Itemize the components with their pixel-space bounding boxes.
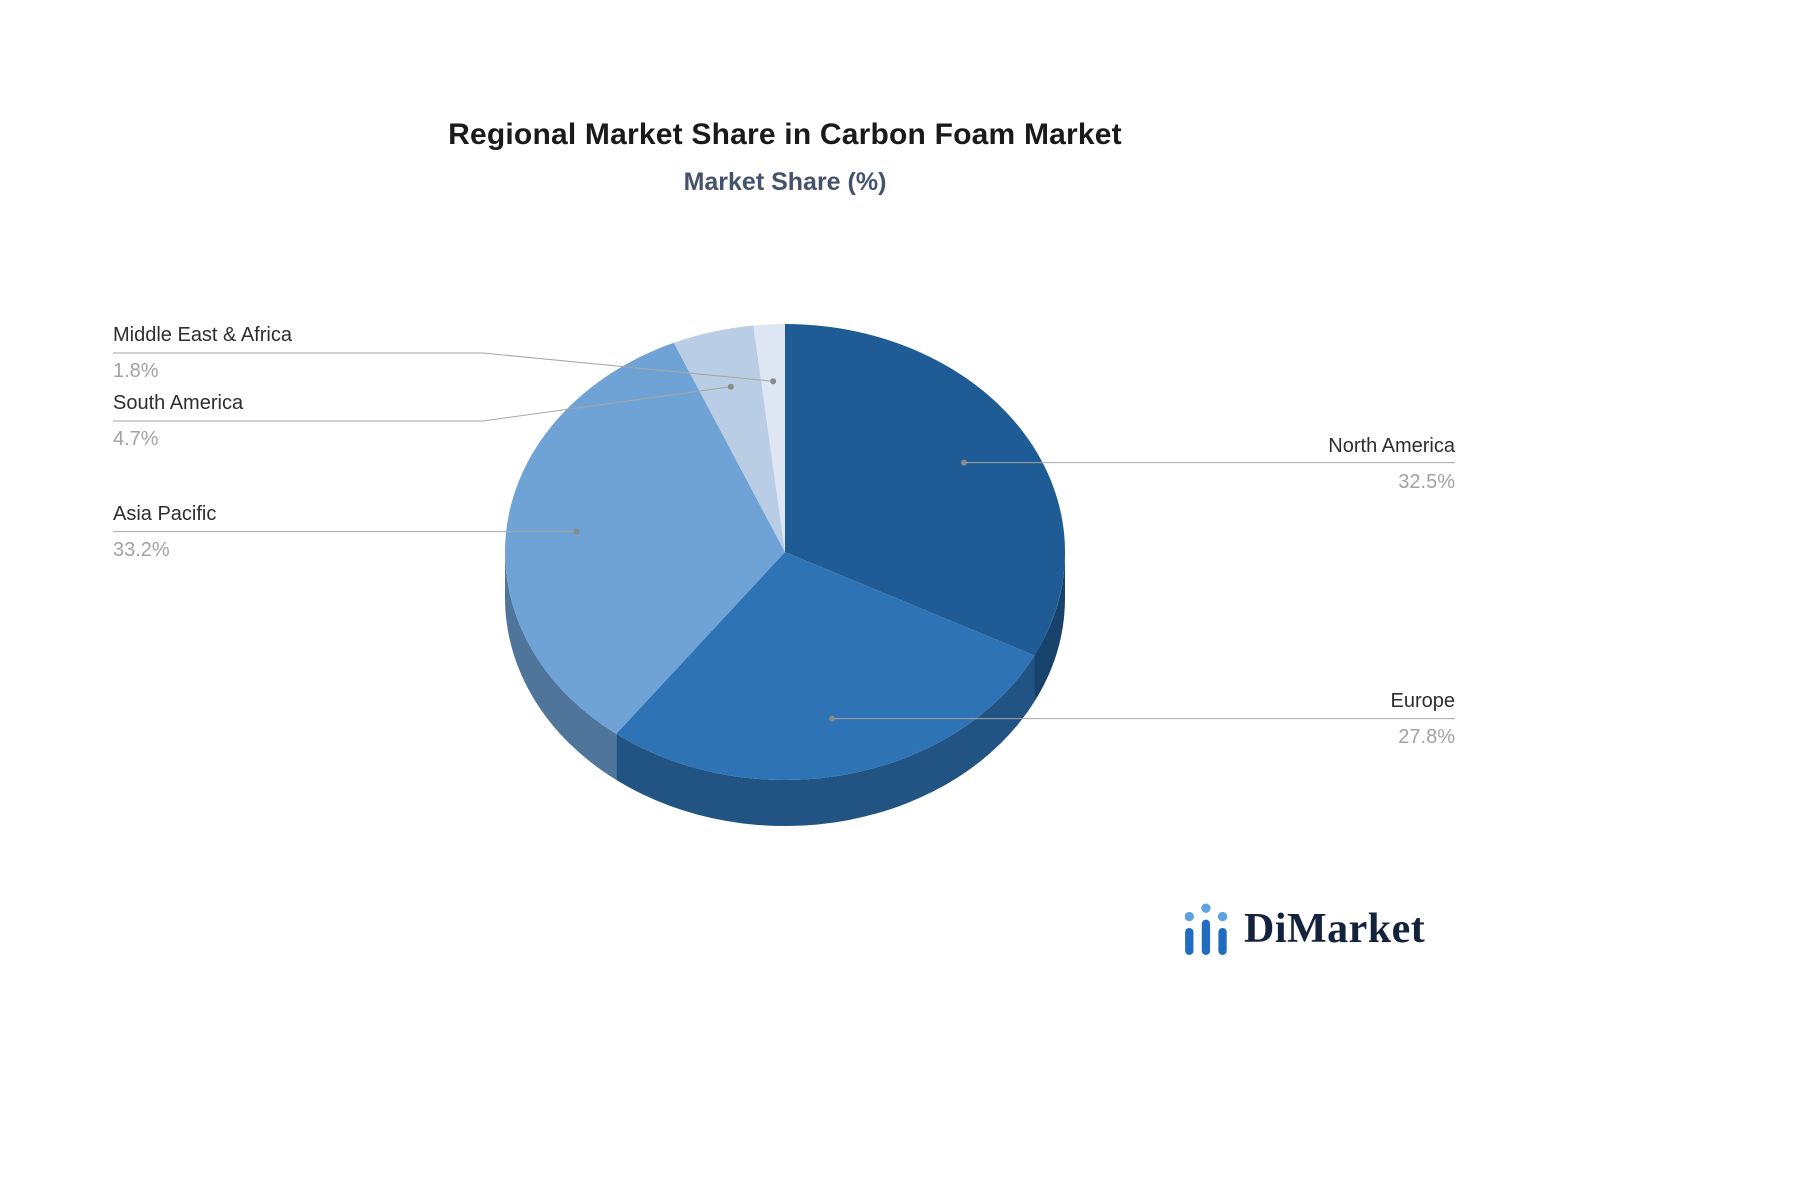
slice-label-text: Europe <box>1390 690 1456 712</box>
slice-label-value: 4.7% <box>113 428 159 450</box>
slice-label-south-america: South America 4.7% <box>113 391 243 451</box>
slice-label-text: North America <box>1328 435 1455 457</box>
slice-label-asia-pacific: Asia Pacific 33.2% <box>113 502 216 562</box>
leader-dot-asia-pacific <box>573 528 580 535</box>
pie-slice-side-north-america <box>1034 552 1065 702</box>
slice-label-europe: Europe 27.8% <box>1391 689 1456 749</box>
chart-title: Regional Market Share in Carbon Foam Mar… <box>448 118 1122 151</box>
pie-slice-south-america <box>673 325 785 552</box>
brand-name: DiMarket <box>1244 906 1426 952</box>
slice-label-text: South America <box>113 392 244 414</box>
pie-slice-europe <box>616 552 1035 780</box>
slice-label-text: Middle East & Africa <box>113 324 292 346</box>
brand-logo: DiMarket <box>1185 903 1425 955</box>
leader-dot-north-america <box>961 459 968 466</box>
slice-label-value: 32.5% <box>1398 471 1455 493</box>
leader-line-south-america <box>113 386 731 422</box>
slice-label-text: Asia Pacific <box>113 503 217 525</box>
leader-dot-middle-east-africa <box>770 378 777 385</box>
pie-slice-side-asia-pacific <box>505 552 617 780</box>
leader-line-middle-east-africa <box>113 352 774 382</box>
leader-dot-south-america <box>727 383 734 390</box>
slice-label-value: 27.8% <box>1398 726 1455 748</box>
pie-slice-north-america <box>785 324 1065 656</box>
pie-slice-side-europe <box>616 655 1035 827</box>
chart-subtitle: Market Share (%) <box>683 168 887 196</box>
slice-label-value: 33.2% <box>113 539 170 561</box>
bar-chart-logo-icon <box>1185 903 1228 955</box>
leader-dot-europe <box>829 715 836 722</box>
pie-slice-middle-east-africa <box>753 324 785 552</box>
slice-label-middle-east-africa: Middle East & Africa 1.8% <box>113 323 292 383</box>
slice-label-north-america: North America 32.5% <box>1328 434 1455 494</box>
slice-label-value: 1.8% <box>113 360 159 382</box>
pie-slice-asia-pacific <box>504 342 785 734</box>
